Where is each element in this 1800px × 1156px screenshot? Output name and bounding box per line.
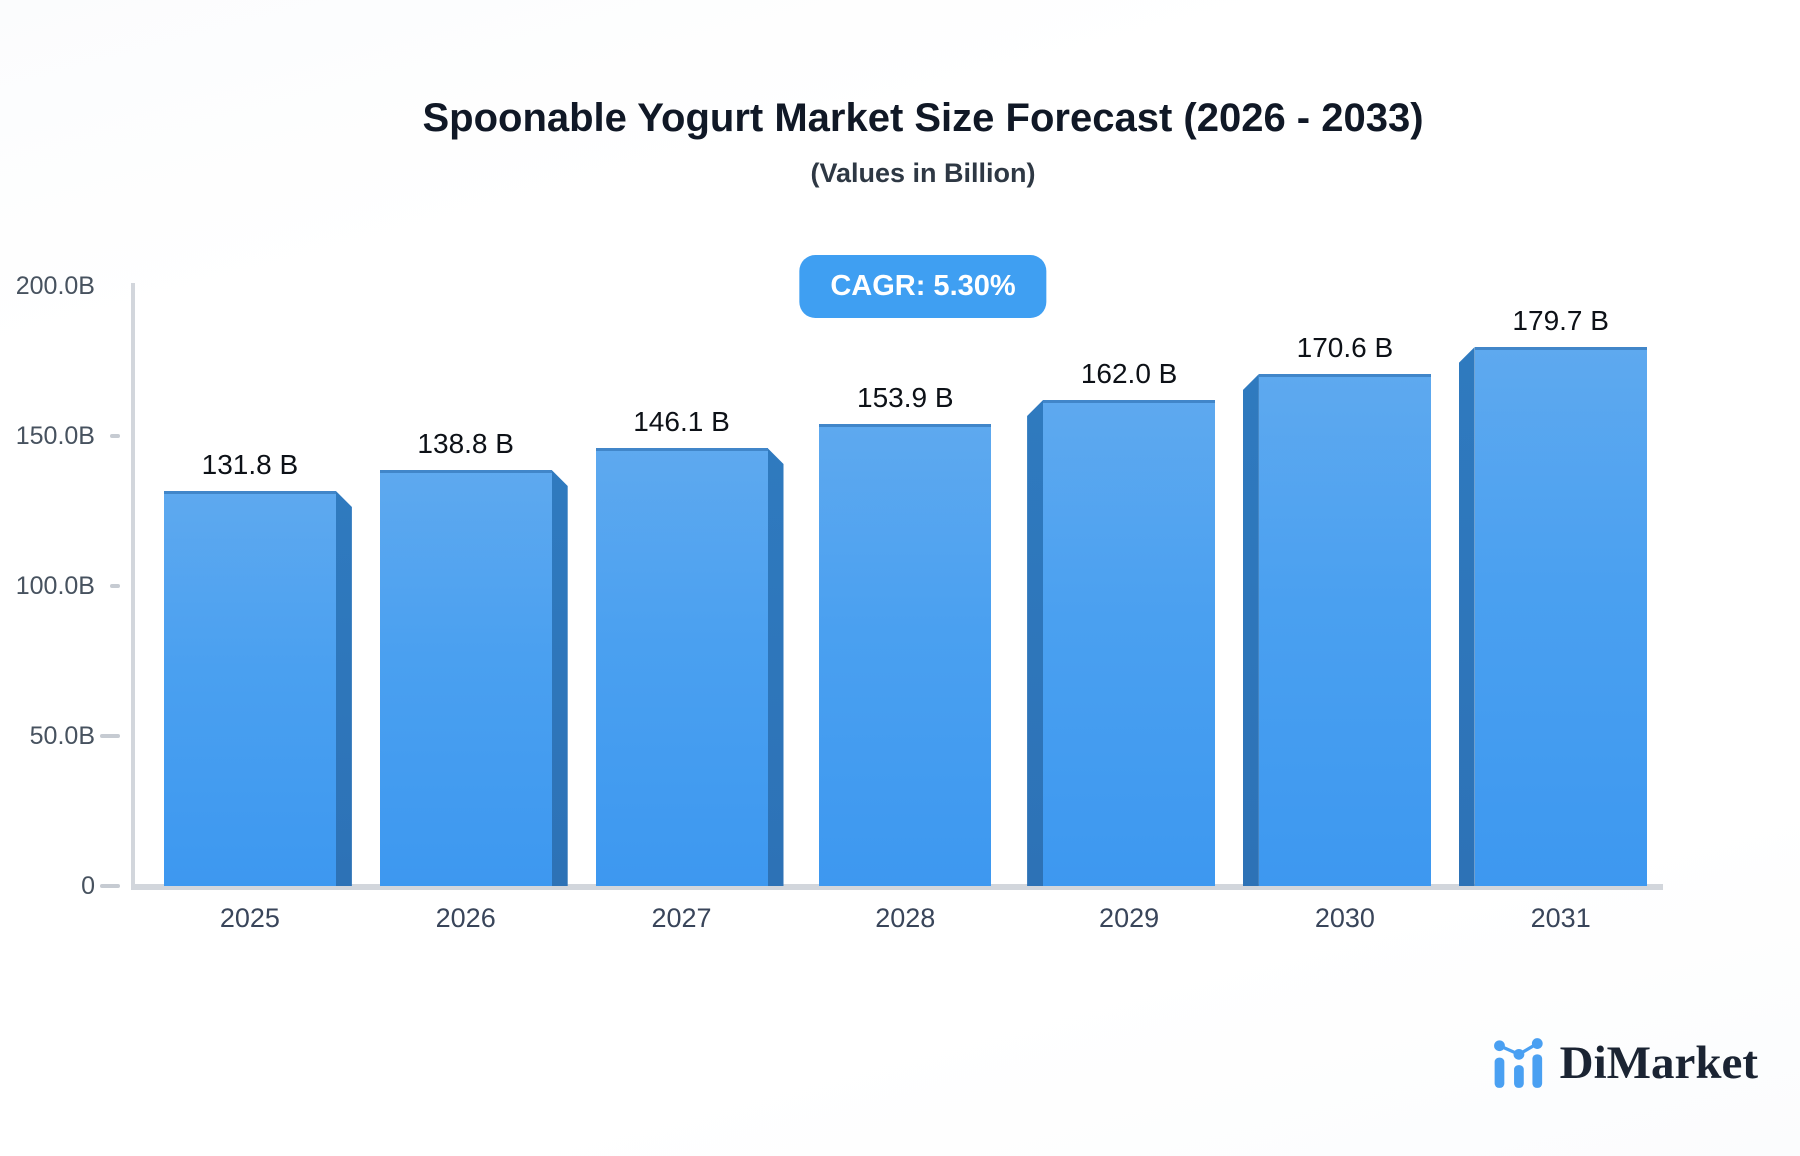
bar-2029[interactable] <box>1027 400 1216 886</box>
bar-value-label: 162.0 B <box>1080 358 1178 389</box>
bar-front-face[interactable] <box>1043 400 1216 886</box>
y-axis-tick-mark <box>110 584 120 588</box>
bar-value-label: 131.8 B <box>201 449 299 480</box>
bar-3d-side <box>1458 347 1475 886</box>
bar-2030[interactable] <box>1242 374 1431 886</box>
y-axis-tick-label: 200.0B <box>15 272 95 300</box>
x-axis-category-label: 2028 <box>875 903 936 933</box>
y-axis-tick-mark <box>110 434 120 438</box>
bar-3d-side <box>335 491 352 886</box>
x-axis-category-label: 2029 <box>1099 903 1160 933</box>
bar-value-label: 153.9 B <box>857 382 954 413</box>
bar-front-face[interactable] <box>163 491 336 886</box>
bar-front-face[interactable] <box>1258 374 1431 886</box>
x-axis-baseline <box>131 884 1663 890</box>
y-axis-tick-label: 150.0B <box>15 422 95 450</box>
x-axis-category-label: 2031 <box>1530 903 1591 933</box>
bar-front-face[interactable] <box>819 424 992 886</box>
chart-subtitle: (Values in Billion) <box>810 158 1036 188</box>
y-axis-tick-label: 100.0B <box>15 572 95 600</box>
y-axis-line <box>131 283 135 888</box>
x-axis-category-label: 2030 <box>1314 903 1375 933</box>
bar-2026[interactable] <box>379 470 568 886</box>
bar-3d-side <box>1242 374 1259 886</box>
bar-front-face[interactable] <box>379 470 552 886</box>
bar-3d-side <box>1027 400 1044 886</box>
x-axis-category-label: 2025 <box>219 903 280 933</box>
y-axis-tick-label: 50.0B <box>29 722 95 750</box>
y-axis-tick-label: 0 <box>81 872 95 900</box>
brand-name: DiMarket <box>1559 1036 1758 1089</box>
x-axis-category-label: 2026 <box>435 903 496 933</box>
bar-2031[interactable] <box>1458 347 1647 886</box>
bar-front-face[interactable] <box>1474 347 1647 886</box>
bar-line-chart-icon <box>1493 1038 1547 1088</box>
bar-value-label: 179.7 B <box>1512 305 1609 336</box>
brand-logo[interactable]: DiMarket <box>1493 1038 1758 1088</box>
bar-2025[interactable] <box>163 491 352 886</box>
y-axis-tick-mark <box>100 884 120 888</box>
bar-2028[interactable] <box>819 424 992 886</box>
bar-3d-side <box>551 470 568 886</box>
bar-value-label: 146.1 B <box>633 406 730 437</box>
chart-title: Spoonable Yogurt Market Size Forecast (2… <box>422 96 1424 140</box>
bar-front-face[interactable] <box>595 448 768 886</box>
cagr-badge: CAGR: 5.30% <box>799 255 1047 318</box>
y-axis-tick-mark <box>100 734 120 738</box>
bar-value-label: 138.8 B <box>417 428 514 459</box>
bar-3d-side <box>767 448 784 886</box>
bar-value-label: 170.6 B <box>1296 332 1394 363</box>
bar-2027[interactable] <box>595 448 784 886</box>
x-axis-category-label: 2027 <box>651 903 712 933</box>
